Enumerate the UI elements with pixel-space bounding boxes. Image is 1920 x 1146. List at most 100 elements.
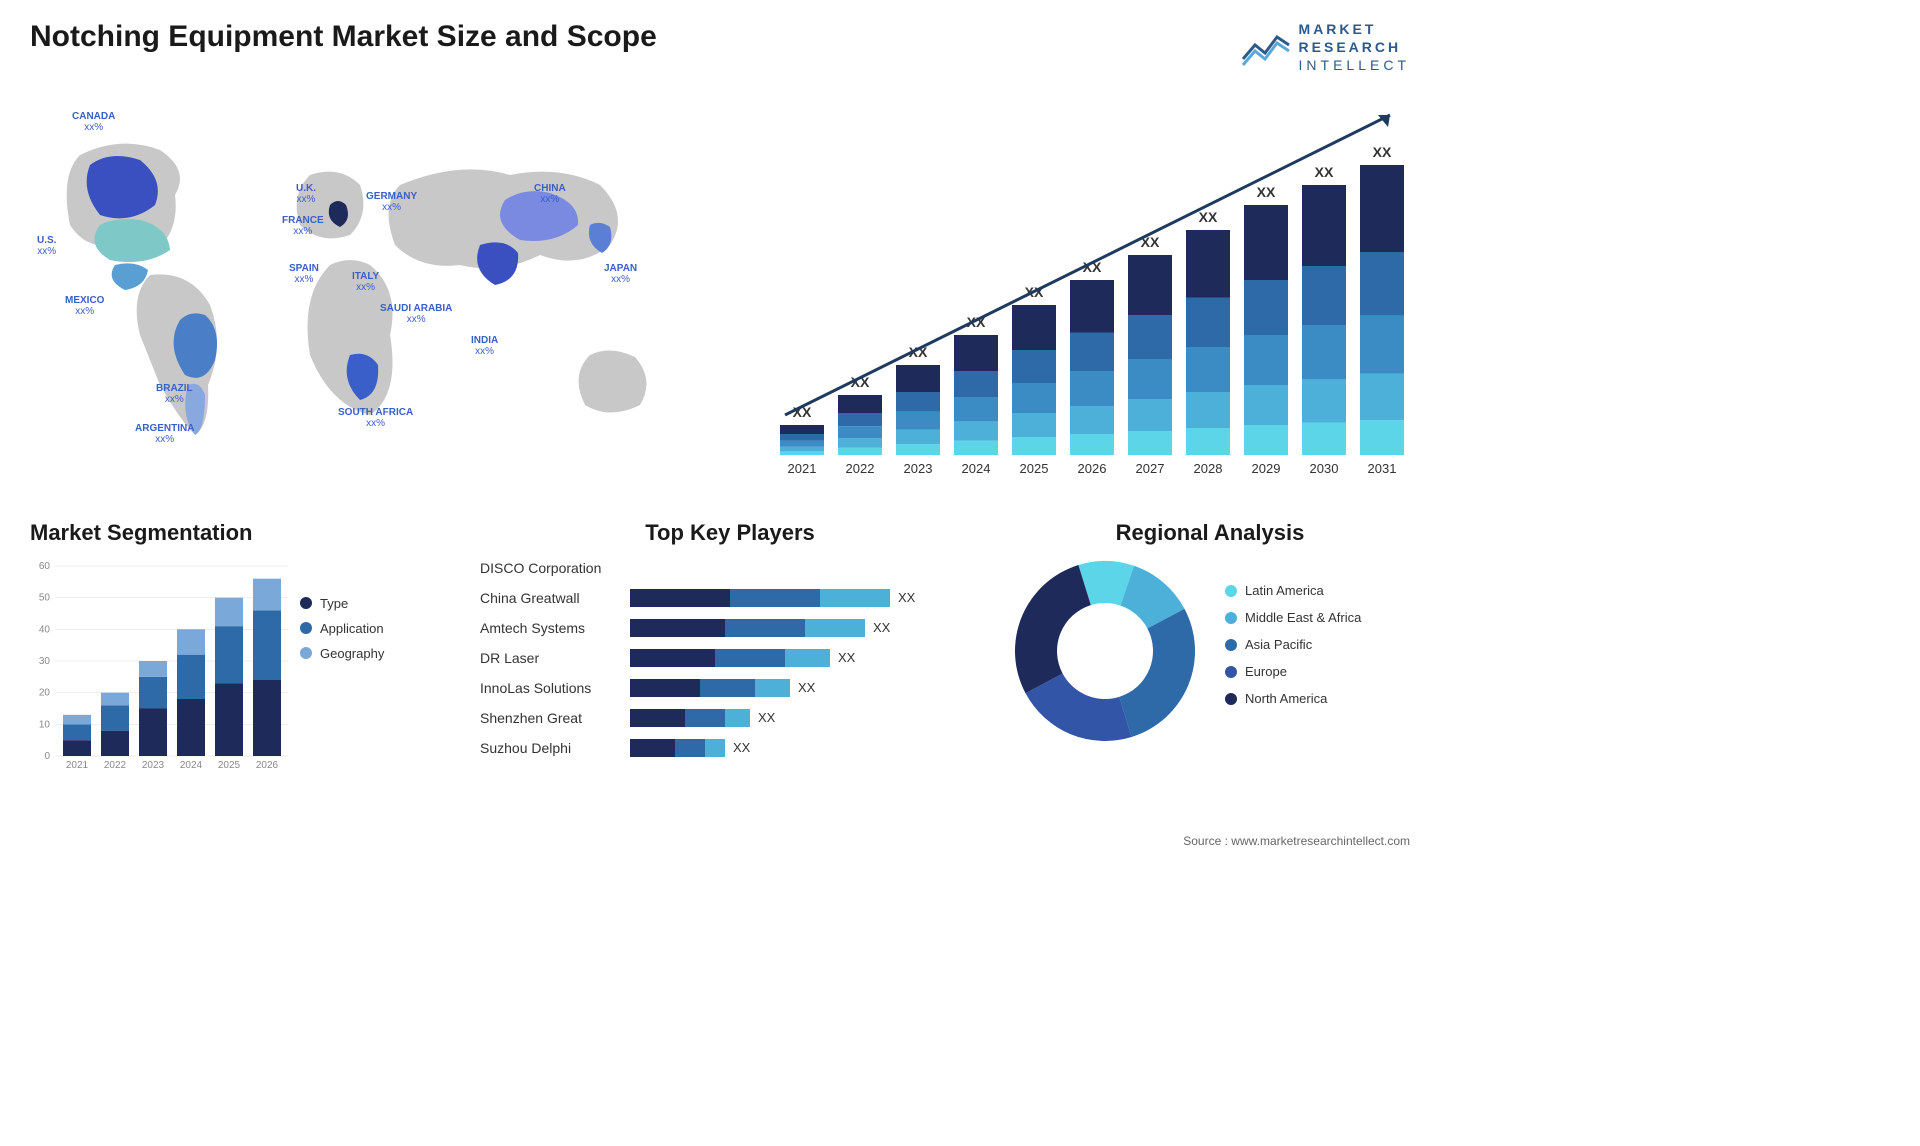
logo-line2: RESEARCH xyxy=(1299,38,1410,56)
map-label-argentina: ARGENTINAxx% xyxy=(135,423,194,445)
growth-bar-seg xyxy=(1244,205,1288,280)
map-label-us: U.S.xx% xyxy=(37,235,56,257)
seg-ytick: 50 xyxy=(39,592,51,603)
growth-bar-seg xyxy=(1302,379,1346,422)
player-bar-seg xyxy=(700,679,755,697)
seg-xtick: 2023 xyxy=(142,760,165,771)
player-bar xyxy=(630,709,750,727)
seg-legend-item: Geography xyxy=(300,646,384,661)
legend-dot-icon xyxy=(1225,639,1237,651)
growth-bar-seg xyxy=(1070,434,1114,455)
growth-bar-seg xyxy=(780,440,824,446)
growth-bar-seg xyxy=(1360,252,1404,316)
growth-year-label: 2021 xyxy=(788,461,817,476)
map-label-japan: JAPANxx% xyxy=(604,263,637,285)
regional-donut xyxy=(1010,556,1200,746)
donut-slice xyxy=(1119,608,1195,736)
map-label-mexico: MEXICOxx% xyxy=(65,295,104,317)
legend-label: Asia Pacific xyxy=(1245,637,1312,652)
growth-bar-seg xyxy=(1360,420,1404,455)
segmentation-title: Market Segmentation xyxy=(30,520,450,546)
player-bar-seg xyxy=(725,709,750,727)
player-name: InnoLas Solutions xyxy=(480,680,630,696)
growth-bar-seg xyxy=(896,411,940,429)
growth-year-label: 2023 xyxy=(904,461,933,476)
logo-line1: MARKET xyxy=(1299,20,1410,38)
player-value: XX xyxy=(898,590,915,605)
legend-dot-icon xyxy=(300,622,312,634)
player-bar xyxy=(630,739,725,757)
growth-bar-seg xyxy=(1302,185,1346,266)
growth-bar-seg xyxy=(1012,413,1056,437)
player-bar-seg xyxy=(805,619,865,637)
logo-line3: INTELLECT xyxy=(1299,56,1410,74)
map-label-china: CHINAxx% xyxy=(534,183,566,205)
growth-year-label: 2030 xyxy=(1310,461,1339,476)
logo: MARKET RESEARCH INTELLECT xyxy=(1241,20,1410,75)
player-row: Shenzhen GreatXX xyxy=(480,706,980,730)
growth-bar-seg xyxy=(1244,280,1288,335)
seg-bar-seg xyxy=(253,578,281,610)
growth-bar-seg xyxy=(780,451,824,455)
regional-legend-item: North America xyxy=(1225,691,1361,706)
seg-bar-seg xyxy=(139,676,167,708)
seg-xtick: 2022 xyxy=(104,760,127,771)
player-bar xyxy=(630,589,890,607)
seg-ytick: 20 xyxy=(39,687,51,698)
map-label-india: INDIAxx% xyxy=(471,335,498,357)
growth-bar-seg xyxy=(1070,406,1114,434)
growth-year-label: 2022 xyxy=(846,461,875,476)
growth-bar-seg xyxy=(1186,428,1230,455)
growth-bar-seg xyxy=(1128,255,1172,315)
growth-bar-seg xyxy=(1244,335,1288,385)
growth-bar-seg xyxy=(1244,425,1288,455)
growth-bar-seg xyxy=(780,446,824,451)
growth-bar-seg xyxy=(896,365,940,392)
growth-bar-seg xyxy=(1012,383,1056,413)
growth-bar-seg xyxy=(1070,332,1114,371)
player-bar xyxy=(630,619,865,637)
growth-bar-seg xyxy=(1128,315,1172,359)
map-label-italy: ITALYxx% xyxy=(352,271,379,293)
legend-dot-icon xyxy=(1225,585,1237,597)
growth-bar-seg xyxy=(954,397,998,421)
player-row: Amtech SystemsXX xyxy=(480,616,980,640)
growth-bar-seg xyxy=(954,371,998,397)
player-row: DISCO Corporation xyxy=(480,556,980,580)
map-label-canada: CANADAxx% xyxy=(72,111,115,133)
seg-xtick: 2026 xyxy=(256,760,279,771)
seg-xtick: 2024 xyxy=(180,760,203,771)
segmentation-legend: Type Application Geography xyxy=(300,596,384,776)
map-label-brazil: BRAZILxx% xyxy=(156,383,193,405)
seg-ytick: 30 xyxy=(39,656,51,667)
growth-chart-svg: XX2021XX2022XX2023XX2024XX2025XX2026XX20… xyxy=(770,95,1410,495)
player-bar-seg xyxy=(630,709,685,727)
seg-legend-item: Type xyxy=(300,596,384,611)
growth-bar-seg xyxy=(838,426,882,438)
seg-xtick: 2021 xyxy=(66,760,89,771)
player-bar-seg xyxy=(820,589,890,607)
seg-bar-seg xyxy=(139,708,167,756)
legend-dot-icon xyxy=(300,597,312,609)
map-label-germany: GERMANYxx% xyxy=(366,191,417,213)
legend-dot-icon xyxy=(300,647,312,659)
player-row: Suzhou DelphiXX xyxy=(480,736,980,760)
source-text: Source : www.marketresearchintellect.com xyxy=(1183,834,1410,848)
map-label-uk: U.K.xx% xyxy=(296,183,316,205)
growth-bar-seg xyxy=(838,447,882,454)
player-value: XX xyxy=(733,740,750,755)
player-bar-seg xyxy=(630,649,715,667)
regional-title: Regional Analysis xyxy=(1010,520,1410,546)
growth-bar-seg xyxy=(1012,437,1056,455)
seg-ytick: 0 xyxy=(44,751,50,762)
map-label-france: FRANCExx% xyxy=(282,215,324,237)
regional-legend: Latin AmericaMiddle East & AfricaAsia Pa… xyxy=(1225,583,1361,718)
map-label-saudiarabia: SAUDI ARABIAxx% xyxy=(380,303,452,325)
legend-label: Application xyxy=(320,621,384,636)
legend-label: Europe xyxy=(1245,664,1287,679)
growth-bar-seg xyxy=(1360,315,1404,373)
players-panel: Top Key Players DISCO CorporationChina G… xyxy=(480,520,980,800)
seg-bar-seg xyxy=(215,683,243,756)
legend-label: North America xyxy=(1245,691,1327,706)
legend-dot-icon xyxy=(1225,693,1237,705)
